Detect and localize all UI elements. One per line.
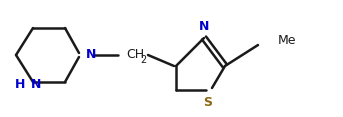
Text: N: N <box>86 49 96 62</box>
Text: H: H <box>15 77 25 91</box>
Text: Me: Me <box>278 35 296 48</box>
Text: 2: 2 <box>140 55 146 65</box>
Text: N: N <box>199 20 209 33</box>
Text: N: N <box>31 77 42 91</box>
Text: CH: CH <box>126 49 144 62</box>
Text: S: S <box>203 96 213 109</box>
